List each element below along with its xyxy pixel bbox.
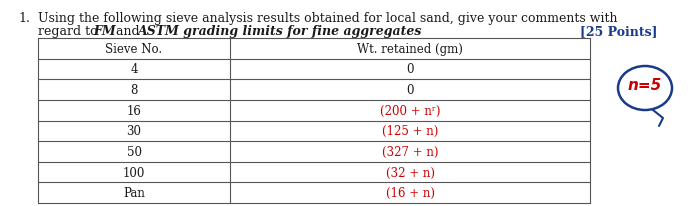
Bar xyxy=(38,39,590,203)
Text: (327 + n): (327 + n) xyxy=(382,145,438,158)
Text: 0: 0 xyxy=(406,63,414,76)
Text: (125 + n): (125 + n) xyxy=(382,125,438,138)
Text: 1.: 1. xyxy=(18,12,30,25)
Text: Pan: Pan xyxy=(123,186,145,199)
Text: (32 + n): (32 + n) xyxy=(386,166,435,179)
Text: (200 + nʳ): (200 + nʳ) xyxy=(379,104,440,117)
Text: 8: 8 xyxy=(130,84,138,97)
Text: regard to: regard to xyxy=(38,25,102,38)
Text: (16 + n): (16 + n) xyxy=(386,186,435,199)
Text: 50: 50 xyxy=(127,145,141,158)
Text: Wt. retained (gm): Wt. retained (gm) xyxy=(357,43,463,56)
Text: and: and xyxy=(112,25,144,38)
Text: 0: 0 xyxy=(406,84,414,97)
Text: FM: FM xyxy=(93,25,116,38)
Text: .: . xyxy=(386,25,391,38)
Text: Sieve No.: Sieve No. xyxy=(106,43,162,56)
Text: 4: 4 xyxy=(130,63,138,76)
Text: 100: 100 xyxy=(122,166,145,179)
Text: ASTM grading limits for fine aggregates: ASTM grading limits for fine aggregates xyxy=(138,25,422,38)
Text: Using the following sieve analysis results obtained for local sand, give your co: Using the following sieve analysis resul… xyxy=(38,12,617,25)
Text: 30: 30 xyxy=(127,125,141,138)
Text: [25 Points]: [25 Points] xyxy=(580,25,657,38)
Text: n=5: n=5 xyxy=(628,78,662,93)
Text: 16: 16 xyxy=(127,104,141,117)
